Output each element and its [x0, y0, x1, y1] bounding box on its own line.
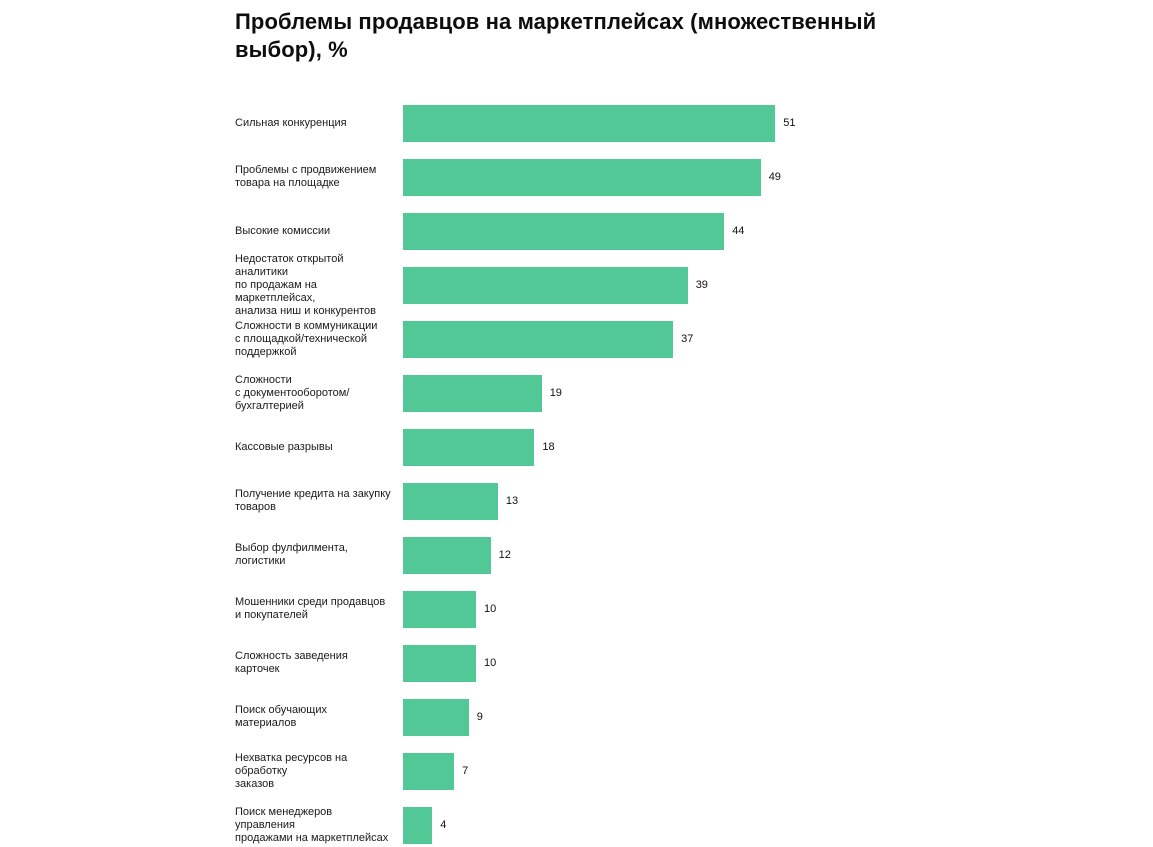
value-label: 19 [549, 387, 562, 400]
bar [403, 374, 542, 412]
category-label: Мошенники среди продавцов и покупателей [235, 596, 386, 622]
value-label: 10 [484, 603, 497, 616]
bar [403, 104, 776, 142]
bar [403, 158, 761, 196]
value-label: 18 [542, 441, 555, 454]
chart-row: Мошенники среди продавцов и покупателей 1… [235, 582, 1153, 636]
category-label: Кассовые разрывы [235, 440, 333, 453]
category-label: Поиск менеджеров управления продажами на… [235, 805, 389, 844]
chart-row: Нехватка ресурсов на обработку заказов 7 [235, 744, 1153, 798]
chart-row: Высокие комиссии 44 [235, 204, 1153, 258]
bar [403, 752, 455, 790]
bar-area: 49 [403, 150, 1153, 204]
bar-area: 10 [403, 636, 1153, 690]
chart-row: Проблемы с продвижением товара на площад… [235, 150, 1153, 204]
value-label: 7 [462, 765, 469, 778]
category-label: Поиск обучающих материалов [235, 704, 328, 730]
value-label: 39 [695, 279, 708, 292]
chart-row: Сложности в коммуникации с площадкой/тех… [235, 312, 1153, 366]
chart-row: Выбор фулфилмента, логистики 12 [235, 528, 1153, 582]
bar [403, 320, 674, 358]
bar-chart: Сильная конкуренция 51 Проблемы с продвиже… [235, 96, 1153, 847]
value-label: 13 [505, 495, 519, 508]
category-label: Сложности с документооборотом/ бухгалтер… [235, 373, 350, 412]
chart-row: Получение кредита на закупку товаров 13 [235, 474, 1153, 528]
chart-rows: Сильная конкуренция 51 Проблемы с продвиже… [235, 96, 1153, 847]
bar [403, 212, 725, 250]
category-label: Выбор фулфилмента, логистики [235, 542, 348, 568]
chart-title: Проблемы продавцов на маркетплейсах (мно… [235, 9, 877, 63]
bar-area: 10 [403, 582, 1153, 636]
value-label: 12 [498, 549, 511, 562]
chart-row: Кассовые разрывы 18 [235, 420, 1153, 474]
category-label: Получение кредита на закупку товаров [235, 488, 391, 514]
value-label: 9 [476, 711, 483, 724]
bar-area: 4 [403, 798, 1153, 847]
bar [403, 806, 433, 844]
category-label: Недостаток открытой аналитики по продажа… [235, 252, 377, 317]
bar-area: 7 [403, 744, 1153, 798]
chart-row: Поиск обучающих материалов 9 [235, 690, 1153, 744]
chart-row: Недостаток открытой аналитики по продажа… [235, 253, 1153, 317]
bar-area: 9 [403, 690, 1153, 744]
chart-row: Сложность заведения карточек 10 [235, 636, 1153, 690]
bar-area: 37 [403, 312, 1153, 366]
category-label: Нехватка ресурсов на обработку заказов [235, 751, 348, 790]
bar-area: 39 [403, 258, 1153, 312]
bar-area: 51 [403, 96, 1153, 150]
bar [403, 644, 476, 682]
bar-area: 12 [403, 528, 1153, 582]
value-label: 37 [681, 333, 694, 346]
chart-row: Сильная конкуренция 51 [235, 96, 1153, 150]
category-label: Сложности в коммуникации с площадкой/тех… [235, 319, 378, 358]
bar [403, 536, 491, 574]
category-label: Высокие комиссии [235, 224, 331, 237]
value-label: 49 [768, 171, 781, 184]
value-label: 10 [484, 657, 497, 670]
bar-area: 44 [403, 204, 1153, 258]
bar [403, 482, 498, 520]
value-label: 44 [732, 225, 745, 238]
category-label: Сложность заведения карточек [235, 650, 348, 676]
bar [403, 698, 469, 736]
value-label: 4 [440, 819, 447, 832]
value-label: 51 [783, 117, 796, 130]
bar [403, 590, 476, 628]
bar-area: 19 [403, 366, 1153, 420]
bar-area: 18 [403, 420, 1153, 474]
bar-area: 13 [403, 474, 1153, 528]
chart-row: Сложности с документооборотом/ бухгалтер… [235, 366, 1153, 420]
category-label: Сильная конкуренция [235, 116, 347, 129]
category-label: Проблемы с продвижением товара на площад… [235, 164, 377, 190]
bar [403, 266, 688, 304]
bar [403, 428, 535, 466]
chart-row: Поиск менеджеров управления продажами на… [235, 798, 1153, 847]
